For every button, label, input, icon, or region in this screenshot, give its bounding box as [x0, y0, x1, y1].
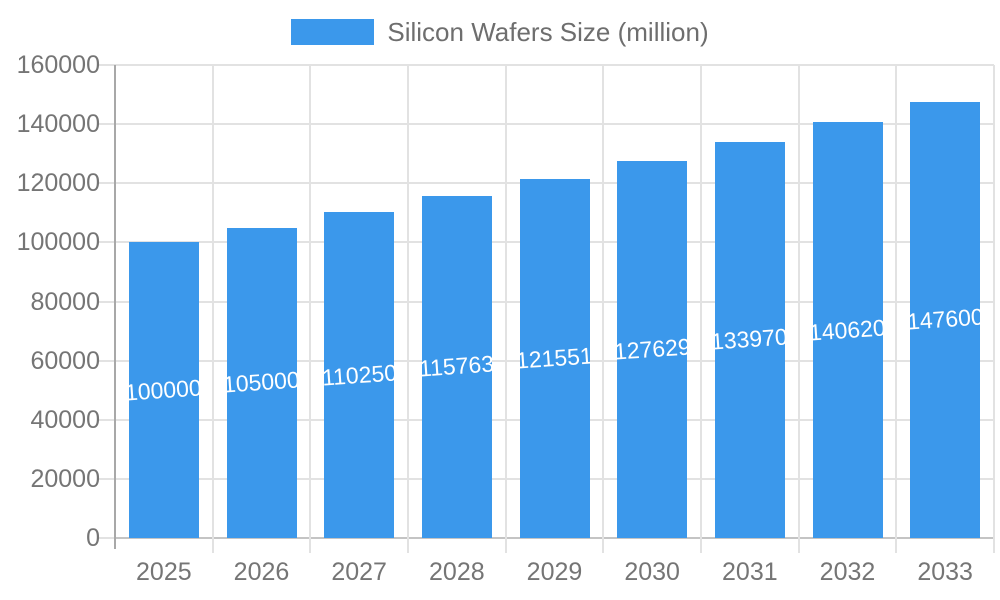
y-axis-label: 160000 — [16, 51, 100, 79]
bar-value-label: 121551 — [519, 342, 590, 374]
legend[interactable]: Silicon Wafers Size (million) — [0, 14, 1000, 50]
y-axis-label: 20000 — [30, 464, 100, 493]
x-gridline — [895, 65, 898, 553]
bar-2032[interactable]: 140620 — [812, 122, 883, 538]
x-gridline — [602, 65, 605, 553]
bar-value-label: 115763 — [421, 350, 492, 382]
legend-color-swatch-icon — [291, 19, 375, 45]
x-axis-label-2033: 2033 — [917, 558, 973, 586]
y-axis-label: 120000 — [16, 169, 100, 198]
bar-2025[interactable]: 100000 — [128, 242, 199, 538]
y-axis-label: 60000 — [30, 346, 100, 375]
x-axis-label-2032: 2032 — [819, 558, 876, 586]
bar-value-label: 147600 — [910, 303, 981, 335]
bar-value-label: 140620 — [812, 313, 883, 346]
y-gridline — [115, 64, 994, 66]
x-gridline — [700, 65, 702, 553]
x-gridline — [309, 65, 312, 553]
y-axis-label: 80000 — [30, 287, 100, 316]
bar-2031[interactable]: 133970 — [714, 141, 785, 538]
y-gridline — [115, 537, 994, 539]
y-tick-mark — [99, 241, 115, 244]
bar-2033[interactable]: 147600 — [910, 101, 981, 538]
y-tick-mark — [99, 537, 115, 539]
x-gridline — [407, 65, 409, 553]
bar-2026[interactable]: 105000 — [226, 227, 297, 538]
y-tick-mark — [99, 477, 115, 480]
x-axis-label-2027: 2027 — [331, 558, 387, 586]
y-axis-label: 0 — [86, 524, 100, 552]
x-gridline — [211, 65, 214, 553]
y-axis-label: 100000 — [16, 228, 100, 257]
y-axis-label: 40000 — [30, 405, 100, 434]
y-axis-line — [114, 65, 116, 549]
y-tick-mark — [99, 123, 115, 126]
bar-value-label: 105000 — [226, 366, 297, 398]
y-tick-mark — [99, 300, 115, 303]
x-gridline — [504, 65, 507, 553]
y-tick-mark — [99, 359, 115, 362]
bar-value-label: 127629 — [617, 333, 688, 365]
legend-label: Silicon Wafers Size (million) — [387, 16, 709, 47]
bar-2027[interactable]: 110250 — [324, 212, 395, 538]
x-axis-label-2030: 2030 — [624, 558, 680, 586]
bar-value-label: 110250 — [324, 358, 395, 391]
x-gridline — [993, 65, 995, 553]
bar-value-label: 133970 — [714, 323, 785, 356]
plot-area: 0 20000 40000 60000 80000 100000 120000 140000 1… — [17, 51, 995, 586]
x-axis-label-2031: 2031 — [722, 558, 778, 586]
x-gridline — [797, 65, 800, 553]
x-axis-label-2026: 2026 — [233, 558, 290, 586]
y-gridline — [115, 123, 994, 126]
y-tick-mark — [99, 182, 115, 185]
x-axis-label-2028: 2028 — [429, 558, 485, 586]
bar-value-label: 100000 — [128, 374, 199, 406]
bar-2030[interactable]: 127629 — [617, 160, 688, 538]
x-axis-label-2025: 2025 — [136, 558, 192, 586]
y-axis-label: 140000 — [16, 110, 100, 139]
x-axis-label-2029: 2029 — [526, 558, 583, 586]
bar-2029[interactable]: 121551 — [519, 178, 590, 538]
y-tick-mark — [99, 64, 115, 66]
bar-2028[interactable]: 115763 — [421, 195, 492, 538]
y-tick-mark — [99, 418, 115, 421]
